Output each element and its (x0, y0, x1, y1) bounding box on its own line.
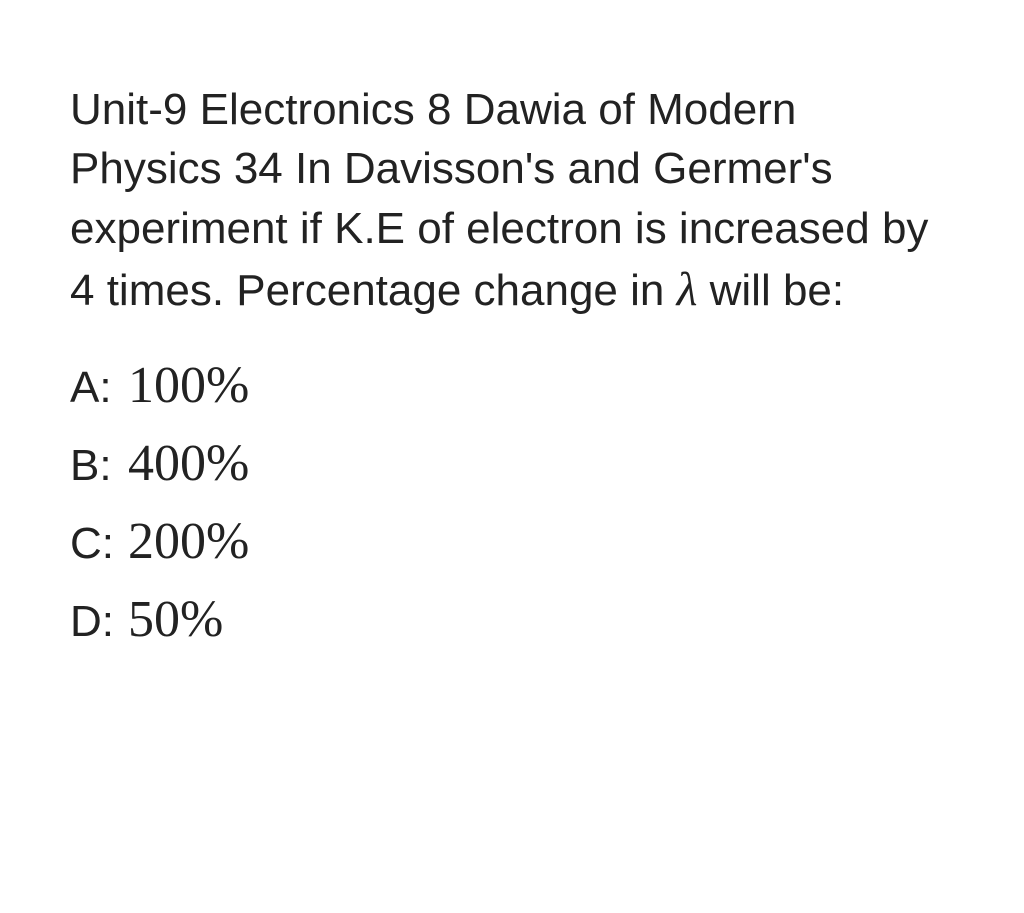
options-list: A: 100% B: 400% C: 200% D: 50% (70, 347, 954, 659)
option-b: B: 400% (70, 425, 954, 503)
lambda-symbol: λ (677, 263, 698, 316)
question-part2: will be: (697, 266, 844, 315)
option-value: 200% (128, 503, 249, 581)
option-value: 100% (128, 347, 249, 425)
option-value: 50% (128, 581, 223, 659)
option-value: 400% (128, 425, 249, 503)
option-a: A: 100% (70, 347, 954, 425)
question-text: Unit-9 Electronics 8 Dawia of Modern Phy… (70, 80, 954, 323)
option-d: D: 50% (70, 581, 954, 659)
option-letter: D: (70, 589, 128, 655)
option-letter: B: (70, 433, 128, 499)
option-letter: A: (70, 355, 128, 421)
option-c: C: 200% (70, 503, 954, 581)
option-letter: C: (70, 511, 128, 577)
